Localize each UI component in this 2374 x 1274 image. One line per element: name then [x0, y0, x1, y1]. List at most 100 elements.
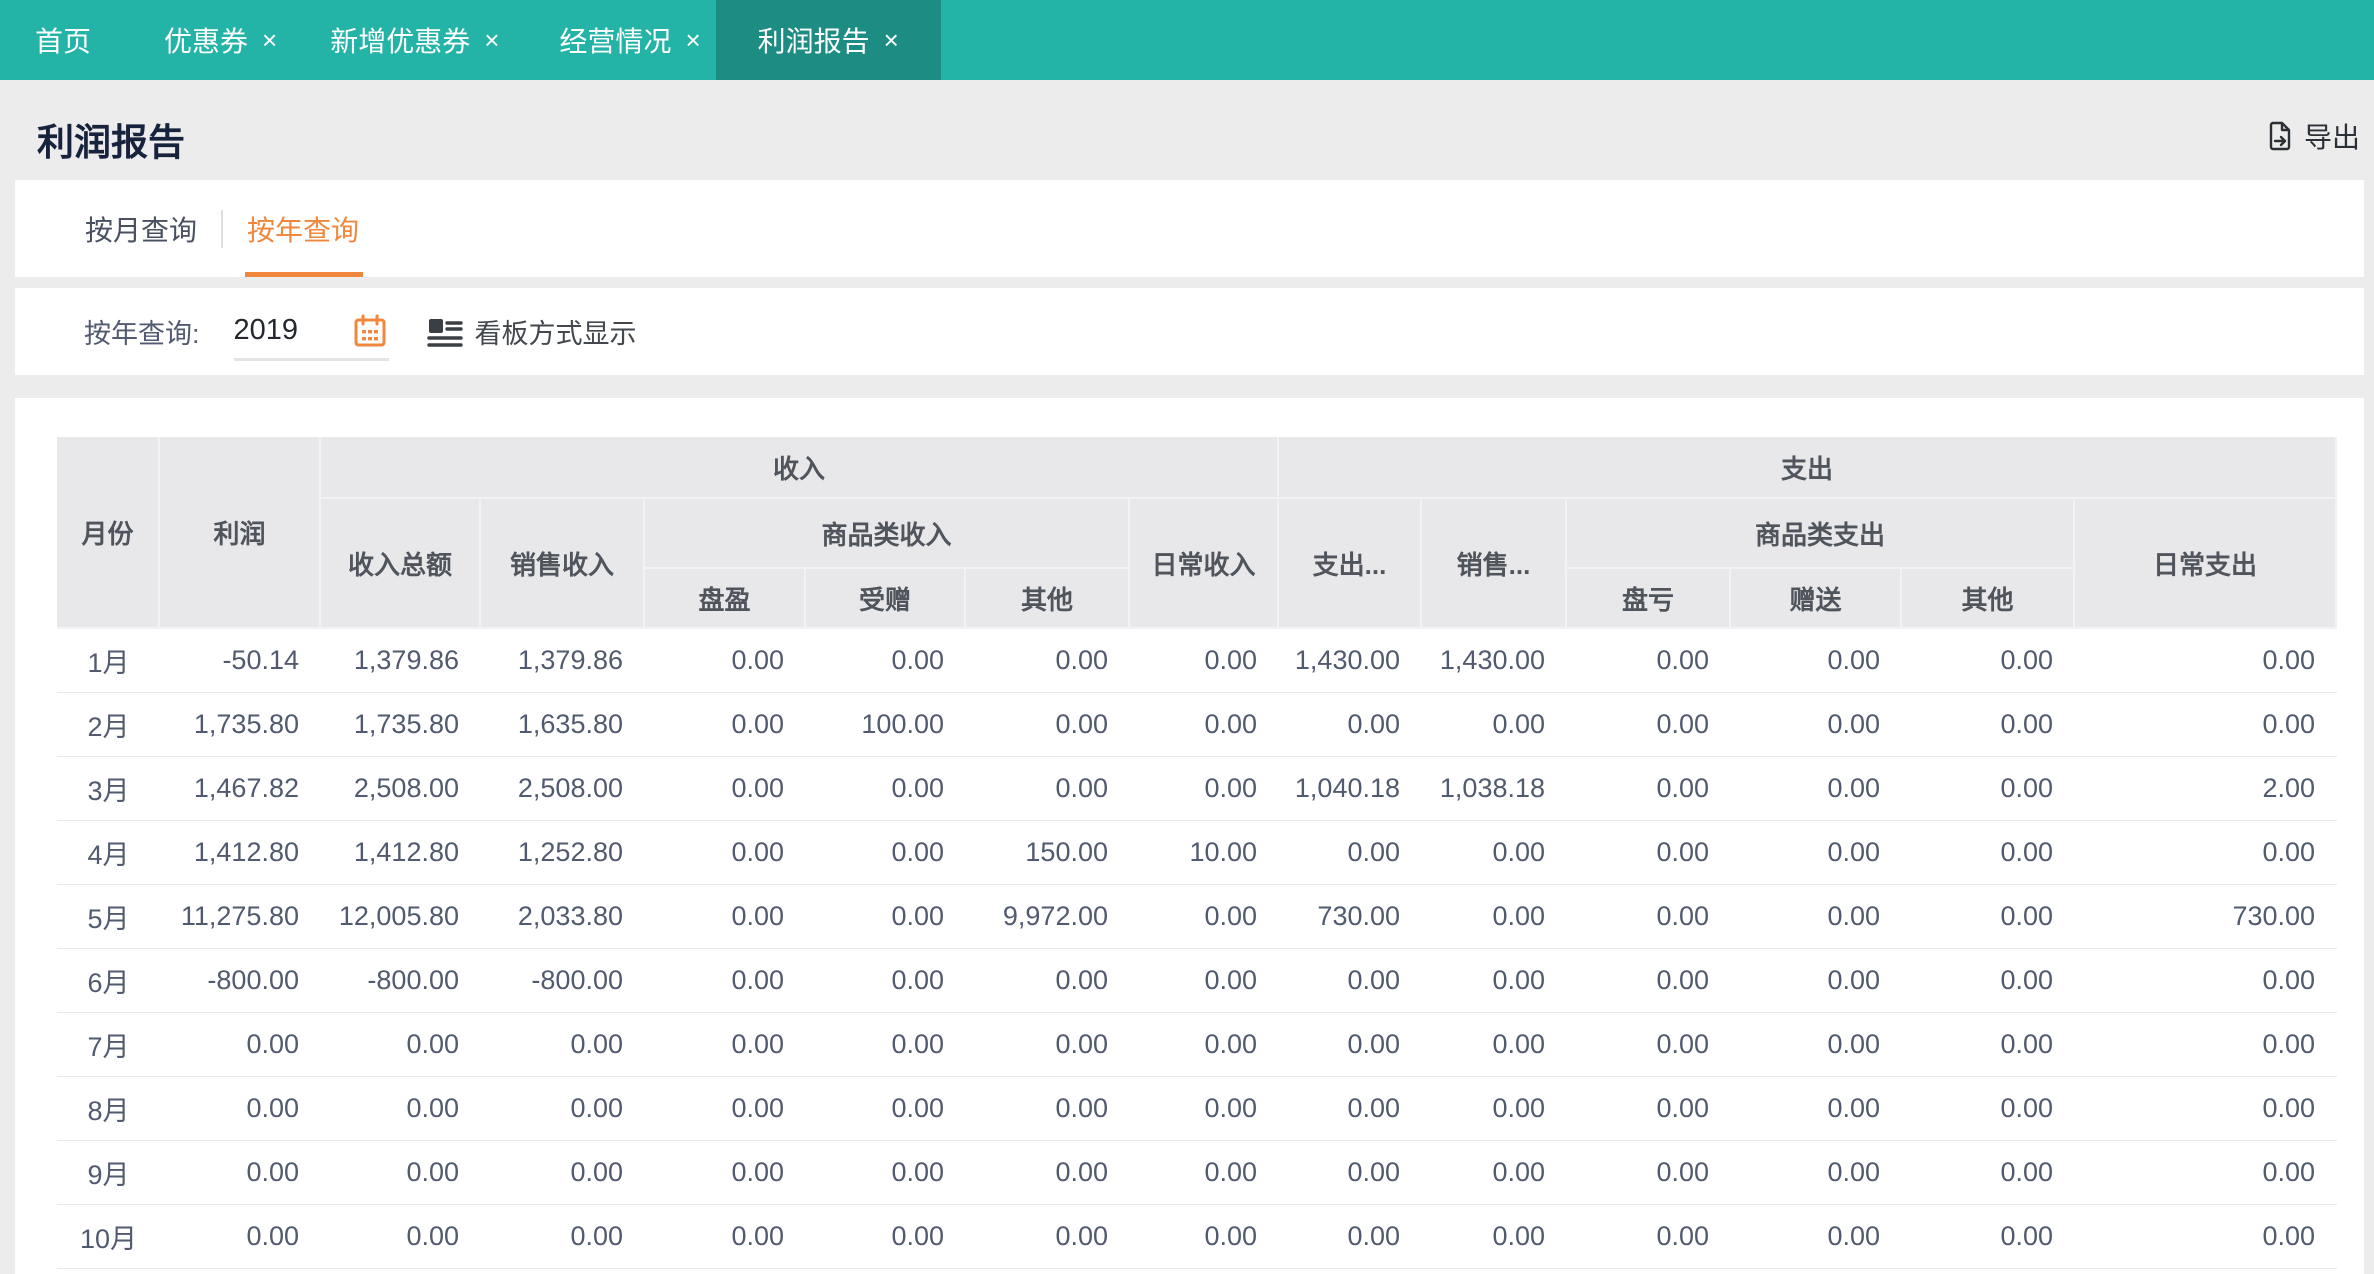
top-tab-bar: 首页 优惠券 × 新增优惠券 × 经营情况 × 利润报告 × [0, 0, 2374, 80]
value-cell: 1,412.80 [321, 821, 481, 885]
value-cell: 0.00 [1567, 629, 1732, 693]
value-cell: 0.00 [966, 757, 1130, 821]
value-cell: 0.00 [1567, 693, 1732, 757]
month-cell: 5月 [57, 885, 160, 949]
value-cell: 0.00 [1130, 1013, 1280, 1077]
value-cell: 0.00 [1279, 1013, 1423, 1077]
table-row: 5月 11,275.80 12,005.80 2,033.80 0.00 0.00 9,97… [57, 885, 2338, 949]
close-icon[interactable]: × [484, 25, 500, 55]
value-cell: 1,412.80 [160, 821, 321, 885]
value-cell: 0.00 [2075, 1141, 2338, 1205]
value-cell: 9,972.00 [966, 885, 1130, 949]
table-row: 4月 1,412.80 1,412.80 1,252.80 0.00 0.00 150.00… [57, 821, 2338, 885]
year-filter-label: 按年查询: [84, 319, 200, 349]
table-row: 3月 1,467.82 2,508.00 2,508.00 0.00 0.00 0.00 0.… [57, 757, 2338, 821]
value-cell: 0.00 [645, 821, 806, 885]
tab-label: 经营情况 [559, 26, 672, 57]
value-cell: 0.00 [806, 1141, 966, 1205]
value-cell: 0.00 [1422, 1013, 1568, 1077]
value-cell: 0.00 [806, 1205, 966, 1269]
export-button[interactable]: 导出 [2262, 116, 2360, 156]
tab-label: 利润报告 [757, 26, 870, 57]
tab-new-coupon[interactable]: 新增优惠券 × [330, 0, 499, 80]
value-cell: 0.00 [2075, 949, 2338, 1013]
value-cell: 0.00 [1731, 1141, 1903, 1205]
month-cell: 8月 [57, 1077, 160, 1141]
value-cell: 0.00 [2075, 1077, 2338, 1141]
value-cell: 0.00 [2075, 1205, 2338, 1269]
tab-label: 优惠券 [164, 26, 249, 57]
value-cell: 0.00 [645, 1141, 806, 1205]
tab-operation-status[interactable]: 经营情况 × [559, 0, 700, 80]
value-cell: 1,467.82 [160, 757, 321, 821]
query-tabs: 按月查询 按年查询 [15, 180, 2364, 277]
close-icon[interactable]: × [883, 25, 899, 55]
value-cell: 0.00 [806, 885, 966, 949]
board-view-label: 看板方式显示 [474, 319, 637, 349]
value-cell: 730.00 [2075, 885, 2338, 949]
value-cell: 0.00 [1130, 1141, 1280, 1205]
value-cell: 0.00 [1567, 1141, 1732, 1205]
col-group-goods-income: 商品类收入 [645, 499, 1130, 569]
value-cell: 100.00 [806, 693, 966, 757]
export-icon [2269, 121, 2291, 151]
page-title: 利润报告 [37, 122, 185, 163]
value-cell: 0.00 [806, 821, 966, 885]
value-cell: 1,735.80 [321, 693, 481, 757]
value-cell: 0.00 [160, 1205, 321, 1269]
table-header: 月份 利润 收入 支出 收入总额 销售收入 商品类收入 日常收入 支出... 销… [57, 437, 2338, 629]
value-cell: 0.00 [1567, 757, 1732, 821]
value-cell: 0.00 [1731, 1077, 1903, 1141]
year-input[interactable] [233, 313, 339, 347]
value-cell: 1,040.18 [1279, 757, 1423, 821]
value-cell: 0.00 [806, 949, 966, 1013]
value-cell: 0.00 [1902, 1077, 2076, 1141]
value-cell: 0.00 [1422, 1141, 1568, 1205]
filter-card: 按年查询: 看板方式显示 [15, 288, 2364, 375]
value-cell: 0.00 [1279, 693, 1423, 757]
value-cell: 2.00 [2075, 757, 2338, 821]
value-cell: 0.00 [645, 757, 806, 821]
month-cell: 2月 [57, 693, 160, 757]
value-cell: 0.00 [1279, 821, 1423, 885]
value-cell: 0.00 [645, 1013, 806, 1077]
value-cell: 0.00 [1902, 629, 2076, 693]
value-cell: 0.00 [481, 1141, 645, 1205]
value-cell: 11,275.80 [160, 885, 321, 949]
calendar-icon[interactable] [351, 312, 389, 350]
col-header-daily-expense: 日常支出 [2075, 499, 2338, 629]
value-cell: 0.00 [1279, 949, 1423, 1013]
value-cell: 0.00 [2075, 629, 2338, 693]
value-cell: 0.00 [481, 1205, 645, 1269]
table-row: 7月 0.00 0.00 0.00 0.00 0.00 0.00 0.00 0.00 0.00 0.… [57, 1013, 2338, 1077]
month-cell: 9月 [57, 1141, 160, 1205]
value-cell: -800.00 [481, 949, 645, 1013]
month-cell: 6月 [57, 949, 160, 1013]
col-header-daily-income: 日常收入 [1130, 499, 1280, 629]
col-header-month: 月份 [57, 437, 160, 629]
tab-profit-report[interactable]: 利润报告 × [715, 0, 941, 80]
tab-query-by-year[interactable]: 按年查询 [247, 214, 360, 246]
value-cell: 0.00 [1422, 693, 1568, 757]
value-cell: -800.00 [321, 949, 481, 1013]
table-row: 8月 0.00 0.00 0.00 0.00 0.00 0.00 0.00 0.00 0.00 0.… [57, 1077, 2338, 1141]
board-view-button[interactable]: 看板方式显示 [426, 312, 637, 351]
value-cell: 0.00 [966, 949, 1130, 1013]
month-cell: 1月 [57, 629, 160, 693]
value-cell: 150.00 [966, 821, 1130, 885]
close-icon[interactable]: × [262, 25, 278, 55]
col-header-inventory-loss: 盘亏 [1567, 569, 1732, 629]
month-cell: 4月 [57, 821, 160, 885]
table-row: 1月 -50.14 1,379.86 1,379.86 0.00 0.00 0.00 0.00… [57, 629, 2338, 693]
value-cell: 0.00 [1422, 821, 1568, 885]
value-cell: 1,430.00 [1422, 629, 1568, 693]
value-cell: 0.00 [1130, 757, 1280, 821]
table-row: 2月 1,735.80 1,735.80 1,635.80 0.00 100.00 0.00… [57, 693, 2338, 757]
table-row: 6月 -800.00 -800.00 -800.00 0.00 0.00 0.00 0.00 0… [57, 949, 2338, 1013]
tab-home[interactable]: 首页 [35, 0, 91, 80]
value-cell: 0.00 [1731, 1013, 1903, 1077]
close-icon[interactable]: × [685, 25, 701, 55]
tab-query-by-month[interactable]: 按月查询 [85, 214, 198, 246]
tab-coupon[interactable]: 优惠券 × [164, 0, 277, 80]
value-cell: 0.00 [966, 1141, 1130, 1205]
